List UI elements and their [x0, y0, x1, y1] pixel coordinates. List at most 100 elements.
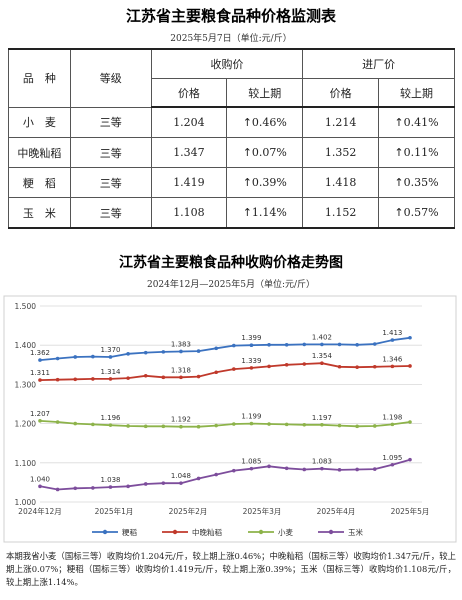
legend-label: 粳稻 [122, 527, 137, 537]
data-point [143, 424, 148, 429]
data-point [249, 421, 254, 426]
cell-purchase-change: ↑0.07% [226, 137, 304, 168]
data-label: 1.198 [382, 413, 402, 421]
series-line [39, 336, 411, 361]
x-tick-label: 2025年1月 [95, 506, 134, 516]
data-point [108, 485, 113, 489]
data-point [143, 350, 148, 355]
cell-variety: 粳 稻 [8, 167, 71, 198]
data-point [179, 375, 183, 380]
cell-factory-price: 1.418 [302, 167, 379, 198]
x-tick-label: 2025年4月 [317, 506, 356, 516]
legend-label: 小麦 [278, 527, 293, 537]
series-line [39, 420, 411, 428]
data-point [214, 346, 218, 351]
price-trend-chart: 1.000 1.100 1.200 1.300 1.400 1.500 2024年12月 20… [3, 295, 457, 543]
data-point [91, 486, 95, 490]
data-point [196, 349, 201, 353]
data-point [267, 364, 271, 369]
cell-factory-change: ↑0.57% [377, 197, 456, 229]
data-point [390, 364, 395, 369]
data-point [55, 487, 60, 492]
data-point [337, 468, 342, 472]
data-point [38, 378, 42, 382]
data-point [284, 422, 289, 427]
data-point [284, 466, 289, 471]
data-label: 1.413 [382, 329, 402, 337]
data-point [214, 370, 218, 375]
data-label: 1.399 [241, 334, 261, 342]
data-label: 1.370 [100, 346, 120, 354]
cell-purchase-price: 1.347 [150, 137, 228, 168]
data-point [390, 422, 395, 427]
data-label: 1.346 [382, 355, 403, 363]
subheader-change: 较上期 [377, 78, 456, 108]
data-point [302, 342, 307, 347]
header-grade: 等级 [69, 48, 152, 108]
subheader-price: 价格 [150, 78, 228, 108]
data-point [302, 362, 307, 366]
data-point [320, 466, 324, 471]
data-point [108, 423, 113, 427]
data-point [232, 422, 236, 426]
y-tick-label: 1.400 [15, 341, 37, 350]
y-tick-label: 1.300 [15, 380, 37, 389]
data-point [232, 343, 236, 348]
data-point [73, 377, 78, 382]
cell-purchase-change: ↑1.14% [226, 197, 304, 229]
data-point [408, 335, 412, 340]
data-point [143, 482, 148, 486]
cell-factory-price: 1.152 [302, 197, 379, 229]
y-tick-label: 1.000 [15, 498, 37, 507]
chart-title: 江苏省主要粮食品种收购价格走势图 [119, 255, 343, 271]
chart-subtitle: 2024年12月—2025年5月（单位:元/斤） [146, 280, 316, 290]
data-point [196, 476, 201, 481]
y-tick-label: 1.500 [15, 302, 37, 311]
up-arrow-icon: ↑ [242, 146, 252, 159]
data-point [249, 466, 254, 471]
data-point [91, 422, 95, 427]
data-point [249, 366, 254, 370]
data-point [355, 467, 359, 472]
data-label: 1.311 [30, 369, 50, 377]
data-label: 1.318 [171, 366, 191, 374]
data-point [408, 457, 412, 462]
data-label: 1.362 [30, 349, 50, 357]
data-point [73, 355, 78, 359]
data-point [214, 423, 218, 428]
page-title: 江苏省主要粮食品种价格监测表 [125, 7, 336, 25]
data-point [55, 377, 60, 382]
data-point [73, 486, 78, 491]
data-point [284, 363, 289, 367]
data-label: 1.095 [382, 454, 402, 462]
cell-purchase-price: 1.108 [150, 197, 228, 229]
data-point [284, 343, 289, 347]
data-point [267, 343, 271, 347]
table-row: 玉 米 三等 1.108 ↑1.14% 1.152 ↑0.57% [8, 197, 456, 229]
data-point [196, 424, 201, 429]
data-point [91, 377, 95, 381]
data-point [179, 349, 183, 354]
legend-marker [102, 529, 108, 535]
data-point [249, 343, 254, 347]
cell-factory-change: ↑0.11% [377, 137, 456, 168]
data-label: 1.040 [30, 475, 50, 483]
data-point [55, 356, 60, 361]
data-point [355, 343, 359, 347]
header-purchase-price: 收购价 [150, 48, 304, 79]
x-tick-label: 2025年2月 [169, 506, 208, 516]
header-variety: 品 种 [8, 48, 71, 108]
cell-variety: 小 麦 [8, 106, 71, 138]
data-point [372, 424, 377, 428]
up-arrow-icon: ↑ [394, 206, 404, 219]
data-point [38, 419, 42, 423]
legend-marker [172, 529, 178, 535]
data-point [390, 338, 395, 342]
data-label: 1.314 [100, 368, 121, 376]
y-tick-label: 1.200 [15, 420, 37, 429]
data-point [126, 376, 130, 380]
cell-purchase-change: ↑0.46% [226, 106, 304, 138]
cell-grade: 三等 [69, 167, 152, 198]
chart-frame [3, 295, 457, 543]
data-label: 1.048 [171, 472, 191, 480]
